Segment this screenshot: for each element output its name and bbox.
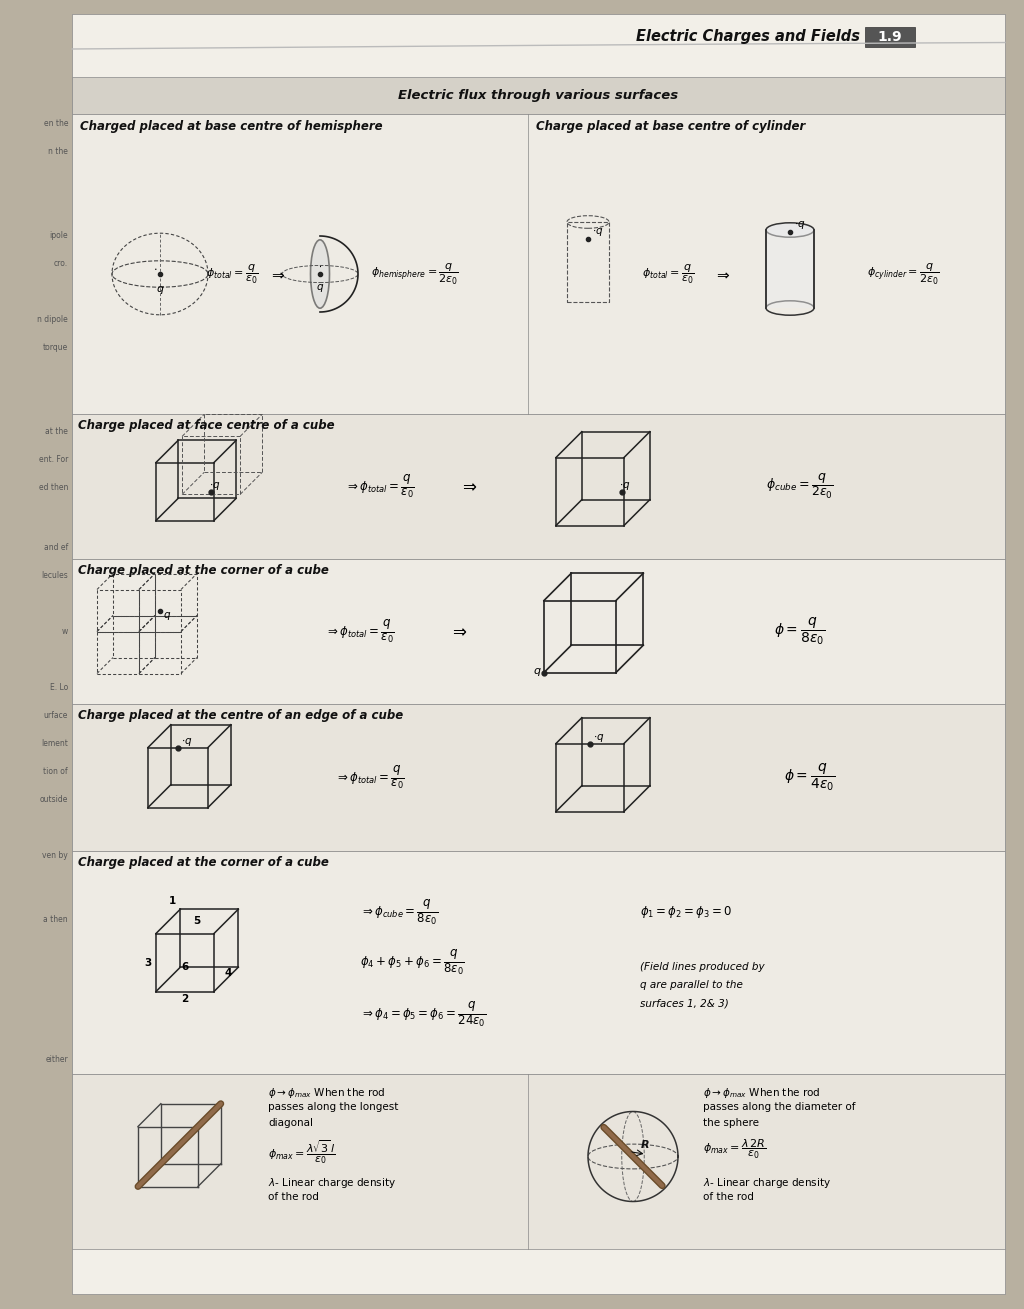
Polygon shape xyxy=(138,1127,198,1186)
Text: $\Rightarrow\phi_{total}=\dfrac{q}{\varepsilon_0}$: $\Rightarrow\phi_{total}=\dfrac{q}{\vare… xyxy=(345,473,415,500)
Text: Charge placed at the corner of a cube: Charge placed at the corner of a cube xyxy=(78,856,329,869)
Text: at the: at the xyxy=(45,428,68,436)
Text: tion of: tion of xyxy=(43,767,68,775)
Text: passes along the longest: passes along the longest xyxy=(268,1102,398,1113)
Text: $q$: $q$ xyxy=(534,665,542,678)
Bar xyxy=(72,851,1005,1073)
Ellipse shape xyxy=(766,223,814,237)
Text: of the rod: of the rod xyxy=(703,1192,754,1202)
Text: $\phi\rightarrow\phi_{max}$ When the rod: $\phi\rightarrow\phi_{max}$ When the rod xyxy=(268,1086,386,1100)
Text: $\Rightarrow\phi_{total}=\dfrac{q}{\varepsilon_0}$: $\Rightarrow\phi_{total}=\dfrac{q}{\vare… xyxy=(335,764,404,791)
Text: $\Rightarrow$: $\Rightarrow$ xyxy=(449,623,467,640)
Text: and ef: and ef xyxy=(44,542,68,551)
Text: $\Rightarrow\phi_4=\phi_5=\phi_6=\dfrac{q}{24\varepsilon_0}$: $\Rightarrow\phi_4=\phi_5=\phi_6=\dfrac{… xyxy=(360,1000,486,1029)
Text: $\Rightarrow$: $\Rightarrow$ xyxy=(459,478,477,496)
Text: $\Rightarrow$: $\Rightarrow$ xyxy=(715,267,731,281)
Text: 6: 6 xyxy=(181,962,188,971)
Bar xyxy=(72,114,1005,414)
Text: $\cdot q$: $\cdot q$ xyxy=(592,226,603,238)
Text: $\Rightarrow$: $\Rightarrow$ xyxy=(269,267,287,281)
Text: Charge placed at face centre of a cube: Charge placed at face centre of a cube xyxy=(78,419,335,432)
Text: $\cdot q$: $\cdot q$ xyxy=(794,219,806,230)
Text: Electric Charges and Fields: Electric Charges and Fields xyxy=(636,30,860,45)
Bar xyxy=(766,230,814,308)
Text: $\cdot q$: $\cdot q$ xyxy=(618,480,631,492)
Bar xyxy=(567,223,609,302)
Text: $\phi_{cube}=\dfrac{q}{2\varepsilon_0}$: $\phi_{cube}=\dfrac{q}{2\varepsilon_0}$ xyxy=(766,473,834,501)
Text: $\cdot q$: $\cdot q$ xyxy=(593,732,604,744)
Text: 4: 4 xyxy=(224,969,231,978)
Ellipse shape xyxy=(310,240,330,308)
Text: $\Rightarrow\phi_{cube}=\dfrac{q}{8\varepsilon_0}$: $\Rightarrow\phi_{cube}=\dfrac{q}{8\vare… xyxy=(360,898,438,927)
Text: $\cdot q$: $\cdot q$ xyxy=(209,480,220,492)
Text: Charge placed at base centre of cylinder: Charge placed at base centre of cylinder xyxy=(536,120,805,134)
Text: ipole: ipole xyxy=(49,232,68,241)
Text: ed then: ed then xyxy=(39,483,68,492)
Text: en the: en the xyxy=(43,119,68,128)
Text: $\phi_{hemisphere}=\dfrac{q}{2\varepsilon_0}$: $\phi_{hemisphere}=\dfrac{q}{2\varepsilo… xyxy=(371,262,459,287)
Text: 5: 5 xyxy=(194,916,201,927)
Text: $\phi=\dfrac{q}{8\varepsilon_0}$: $\phi=\dfrac{q}{8\varepsilon_0}$ xyxy=(774,615,825,648)
Text: either: either xyxy=(45,1055,68,1063)
Text: torque: torque xyxy=(43,343,68,352)
Bar xyxy=(72,77,1005,114)
Bar xyxy=(72,1073,1005,1249)
Text: $\lambda$- Linear charge density: $\lambda$- Linear charge density xyxy=(268,1175,396,1190)
Text: $\phi_{cylinder}=\dfrac{q}{2\varepsilon_0}$: $\phi_{cylinder}=\dfrac{q}{2\varepsilon_… xyxy=(866,262,939,287)
Text: Charge placed at the corner of a cube: Charge placed at the corner of a cube xyxy=(78,564,329,577)
Text: a then: a then xyxy=(43,915,68,924)
Text: $q$: $q$ xyxy=(315,281,325,295)
Text: ent. For: ent. For xyxy=(39,456,68,465)
Text: lecules: lecules xyxy=(41,571,68,580)
Text: surfaces 1, 2& 3): surfaces 1, 2& 3) xyxy=(640,999,729,1008)
Text: $\cdot$: $\cdot$ xyxy=(153,263,157,274)
Text: $\cdot q$: $\cdot q$ xyxy=(181,736,193,747)
Text: passes along the diameter of: passes along the diameter of xyxy=(703,1102,855,1113)
Text: Electric flux through various surfaces: Electric flux through various surfaces xyxy=(398,89,679,102)
FancyBboxPatch shape xyxy=(865,27,915,47)
Text: urface: urface xyxy=(44,711,68,720)
Text: Charge placed at the centre of an edge of a cube: Charge placed at the centre of an edge o… xyxy=(78,709,403,723)
Text: $q$: $q$ xyxy=(163,610,171,623)
Text: R: R xyxy=(641,1140,649,1151)
Text: 1: 1 xyxy=(169,897,176,906)
Text: 1.9: 1.9 xyxy=(878,30,902,45)
Text: $\phi_4+\phi_5+\phi_6=\dfrac{q}{8\varepsilon_0}$: $\phi_4+\phi_5+\phi_6=\dfrac{q}{8\vareps… xyxy=(360,948,465,977)
Text: outside: outside xyxy=(40,795,68,804)
Bar xyxy=(72,704,1005,851)
Text: cro.: cro. xyxy=(54,259,68,268)
Text: $\phi_{max}=\dfrac{\lambda\,2R}{\varepsilon_0}$: $\phi_{max}=\dfrac{\lambda\,2R}{\varepsi… xyxy=(703,1138,766,1161)
Bar xyxy=(72,414,1005,559)
Text: lement: lement xyxy=(41,738,68,747)
Text: $\phi_{total}=\dfrac{q}{\varepsilon_0}$: $\phi_{total}=\dfrac{q}{\varepsilon_0}$ xyxy=(642,262,694,285)
Text: (Field lines produced by: (Field lines produced by xyxy=(640,962,765,973)
Text: the sphere: the sphere xyxy=(703,1118,759,1128)
Text: n dipole: n dipole xyxy=(37,315,68,325)
Text: $\Rightarrow\phi_{total}=\dfrac{q}{\varepsilon_0}$: $\Rightarrow\phi_{total}=\dfrac{q}{\vare… xyxy=(326,618,395,645)
Text: n the: n the xyxy=(48,148,68,157)
Text: $\cdot$: $\cdot$ xyxy=(318,260,322,271)
Text: $\lambda$- Linear charge density: $\lambda$- Linear charge density xyxy=(703,1175,831,1190)
Bar xyxy=(72,559,1005,704)
Text: $\phi\rightarrow\phi_{max}$ When the rod: $\phi\rightarrow\phi_{max}$ When the rod xyxy=(703,1086,820,1100)
Text: $\phi_{max}=\dfrac{\lambda\sqrt{3}\,l}{\varepsilon_0}$: $\phi_{max}=\dfrac{\lambda\sqrt{3}\,l}{\… xyxy=(268,1138,336,1166)
Text: $\phi_1=\phi_2=\phi_3=0$: $\phi_1=\phi_2=\phi_3=0$ xyxy=(640,905,732,920)
Text: w: w xyxy=(61,627,68,635)
Text: 2: 2 xyxy=(181,995,188,1004)
Text: $q$: $q$ xyxy=(156,284,164,296)
Text: ven by: ven by xyxy=(42,851,68,860)
Text: of the rod: of the rod xyxy=(268,1192,318,1202)
Text: E. Lo: E. Lo xyxy=(50,682,68,691)
Text: q are parallel to the: q are parallel to the xyxy=(640,980,742,991)
Text: $\phi_{total}=\dfrac{q}{\varepsilon_0}$: $\phi_{total}=\dfrac{q}{\varepsilon_0}$ xyxy=(206,262,258,285)
Text: diagonal: diagonal xyxy=(268,1118,313,1128)
Text: Charged placed at base centre of hemisphere: Charged placed at base centre of hemisph… xyxy=(80,120,383,134)
Text: $\phi=\dfrac{q}{4\varepsilon_0}$: $\phi=\dfrac{q}{4\varepsilon_0}$ xyxy=(784,762,836,793)
Text: 3: 3 xyxy=(144,957,152,967)
